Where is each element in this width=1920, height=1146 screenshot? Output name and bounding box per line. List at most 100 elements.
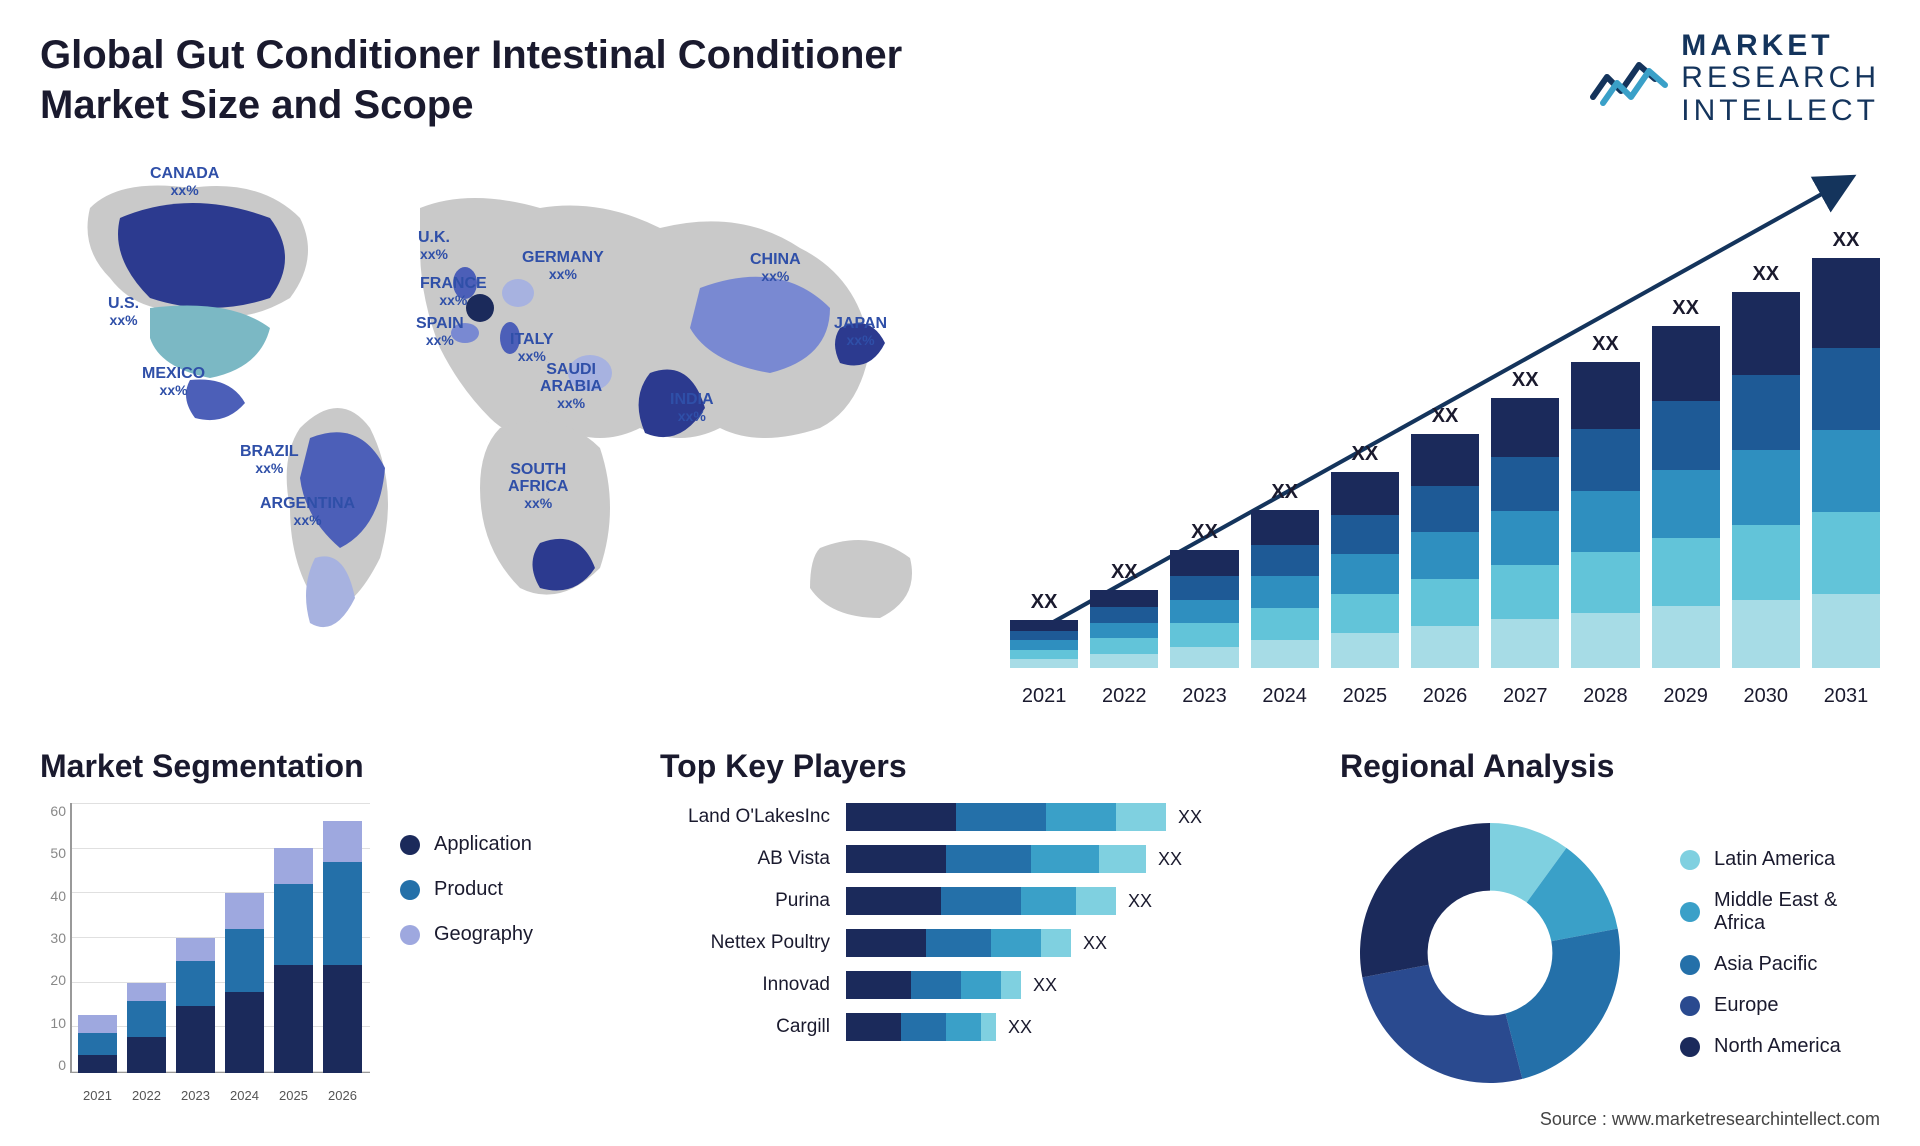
player-row: CargillXX xyxy=(660,1013,1280,1041)
growth-year-label: 2031 xyxy=(1812,685,1880,708)
key-players-body: Land O'LakesIncXXAB VistaXXPurinaXXNette… xyxy=(660,803,1280,1041)
seg-ytick: 0 xyxy=(40,1057,70,1073)
segmentation-title: Market Segmentation xyxy=(40,748,600,785)
regional-panel: Regional Analysis Latin America Middle Ea… xyxy=(1340,748,1880,1103)
growth-bar: XX xyxy=(1411,405,1479,668)
legend-swatch xyxy=(1680,902,1700,922)
legend-swatch xyxy=(400,880,420,900)
legend-item: Europe xyxy=(1680,994,1880,1017)
growth-bar: XX xyxy=(1732,263,1800,668)
legend-item: Asia Pacific xyxy=(1680,953,1880,976)
legend-item: Latin America xyxy=(1680,848,1880,871)
growth-bar: XX xyxy=(1090,561,1158,668)
world-map-panel: CANADAxx%U.S.xx%MEXICOxx%BRAZILxx%ARGENT… xyxy=(40,148,960,708)
donut-slice xyxy=(1360,823,1490,977)
brand-logo: MARKET RESEARCH INTELLECT xyxy=(1589,30,1880,127)
player-bar xyxy=(846,803,1166,831)
legend-label: Middle East & Africa xyxy=(1714,889,1880,935)
legend-label: Europe xyxy=(1714,994,1779,1017)
growth-bar-label: XX xyxy=(1752,263,1779,286)
map-label: CANADAxx% xyxy=(150,166,219,197)
seg-xtick: 2025 xyxy=(274,1088,313,1103)
segmentation-panel: Market Segmentation 6050403020100 202120… xyxy=(40,748,600,1103)
player-value: XX xyxy=(1033,975,1057,996)
player-row: AB VistaXX xyxy=(660,845,1280,873)
legend-label: Asia Pacific xyxy=(1714,953,1817,976)
player-bar xyxy=(846,1013,996,1041)
growth-bar: XX xyxy=(1251,481,1319,668)
growth-bar-label: XX xyxy=(1592,333,1619,356)
logo-icon xyxy=(1589,47,1669,111)
seg-ytick: 60 xyxy=(40,803,70,819)
map-label: U.K.xx% xyxy=(418,230,450,261)
player-value: XX xyxy=(1008,1017,1032,1038)
regional-title: Regional Analysis xyxy=(1340,748,1880,785)
player-row: Nettex Poultry XX xyxy=(660,929,1280,957)
growth-year-label: 2023 xyxy=(1170,685,1238,708)
growth-bar-label: XX xyxy=(1271,481,1298,504)
growth-bar: XX xyxy=(1331,443,1399,668)
seg-bar xyxy=(78,1015,117,1074)
player-value: XX xyxy=(1083,933,1107,954)
player-bar xyxy=(846,845,1146,873)
map-label: SOUTHAFRICAxx% xyxy=(508,462,568,510)
seg-xtick: 2023 xyxy=(176,1088,215,1103)
legend-label: Application xyxy=(434,833,532,856)
map-label: MEXICOxx% xyxy=(142,366,205,397)
growth-year-label: 2028 xyxy=(1571,685,1639,708)
map-label: FRANCExx% xyxy=(420,276,487,307)
logo-line-3: INTELLECT xyxy=(1681,95,1880,127)
growth-bar-label: XX xyxy=(1512,369,1539,392)
legend-label: Product xyxy=(434,878,503,901)
legend-item: Application xyxy=(400,833,600,856)
player-name: Nettex Poultry xyxy=(660,932,830,954)
player-value: XX xyxy=(1128,891,1152,912)
player-name: AB Vista xyxy=(660,848,830,870)
growth-year-label: 2027 xyxy=(1491,685,1559,708)
growth-year-label: 2021 xyxy=(1010,685,1078,708)
map-label: SPAINxx% xyxy=(416,316,464,347)
legend-item: Middle East & Africa xyxy=(1680,889,1880,935)
source-label: Source : www.marketresearchintellect.com xyxy=(1540,1109,1880,1130)
growth-year-label: 2024 xyxy=(1251,685,1319,708)
legend-item: North America xyxy=(1680,1035,1880,1058)
growth-bar: XX xyxy=(1010,591,1078,668)
growth-year-label: 2025 xyxy=(1331,685,1399,708)
legend-swatch xyxy=(1680,996,1700,1016)
growth-year-label: 2026 xyxy=(1411,685,1479,708)
growth-bar: XX xyxy=(1491,369,1559,668)
logo-line-1: MARKET xyxy=(1681,30,1880,62)
seg-bar xyxy=(127,983,166,1073)
growth-xaxis: 2021202220232024202520262027202820292030… xyxy=(1010,685,1880,708)
growth-year-label: 2022 xyxy=(1090,685,1158,708)
seg-bar xyxy=(225,893,264,1073)
map-label: BRAZILxx% xyxy=(240,444,299,475)
player-name: Innovad xyxy=(660,974,830,996)
page-title: Global Gut Conditioner Intestinal Condit… xyxy=(40,30,990,130)
legend-swatch xyxy=(1680,955,1700,975)
regional-legend: Latin America Middle East & Africa Asia Pa… xyxy=(1680,848,1880,1058)
top-row: CANADAxx%U.S.xx%MEXICOxx%BRAZILxx%ARGENT… xyxy=(40,148,1880,708)
seg-xtick: 2021 xyxy=(78,1088,117,1103)
legend-item: Geography xyxy=(400,923,600,946)
seg-ytick: 40 xyxy=(40,888,70,904)
growth-bar: XX xyxy=(1812,229,1880,668)
player-row: Innovad XX xyxy=(660,971,1280,999)
segmentation-legend: Application Product Geography xyxy=(400,803,600,1103)
header: Global Gut Conditioner Intestinal Condit… xyxy=(40,30,1880,130)
map-label: CHINAxx% xyxy=(750,252,801,283)
seg-ytick: 50 xyxy=(40,845,70,861)
seg-ytick: 20 xyxy=(40,972,70,988)
seg-ytick: 30 xyxy=(40,930,70,946)
legend-label: Latin America xyxy=(1714,848,1835,871)
seg-bar xyxy=(274,848,313,1073)
legend-swatch xyxy=(1680,1037,1700,1057)
map-label: ITALYxx% xyxy=(510,332,554,363)
map-label: GERMANYxx% xyxy=(522,250,604,281)
growth-bar-label: XX xyxy=(1191,521,1218,544)
player-name: Land O'LakesInc xyxy=(660,806,830,828)
growth-year-label: 2030 xyxy=(1732,685,1800,708)
legend-label: Geography xyxy=(434,923,533,946)
growth-bar-label: XX xyxy=(1672,297,1699,320)
seg-bar xyxy=(176,938,215,1073)
